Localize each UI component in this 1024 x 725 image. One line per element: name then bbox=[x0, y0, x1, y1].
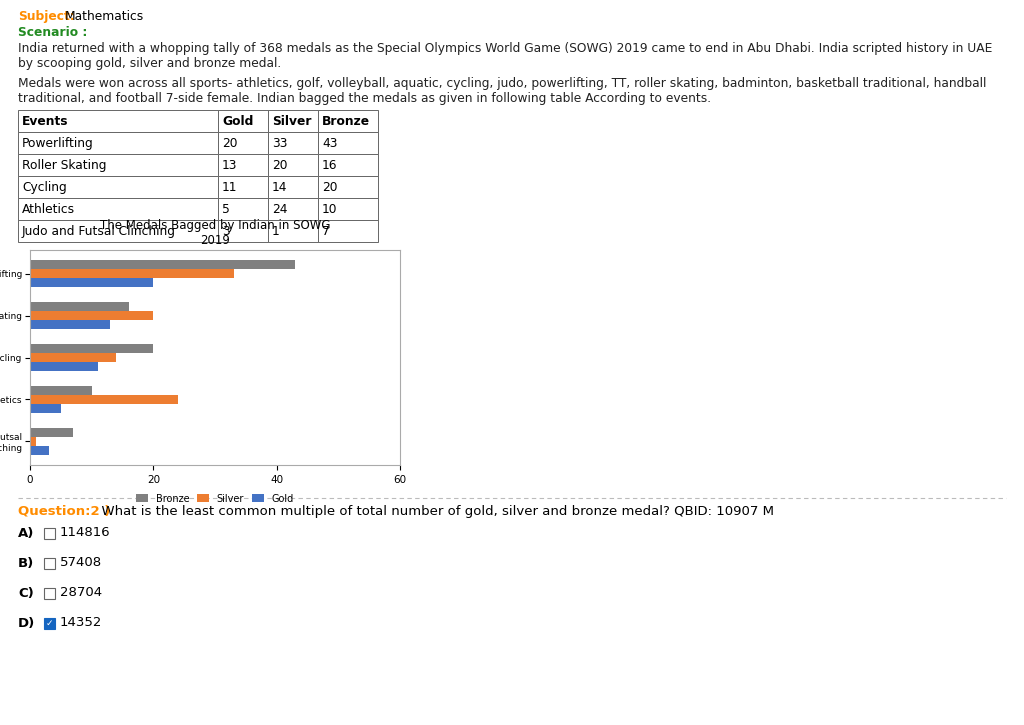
Bar bbox=[30, 446, 48, 455]
Bar bbox=[44, 587, 55, 599]
Bar bbox=[18, 198, 218, 220]
Text: 7: 7 bbox=[322, 225, 330, 238]
Bar bbox=[268, 220, 318, 242]
Bar bbox=[268, 110, 318, 132]
Text: 20: 20 bbox=[222, 136, 238, 149]
Text: 24: 24 bbox=[272, 202, 288, 215]
Text: 13: 13 bbox=[222, 159, 238, 172]
Text: 57408: 57408 bbox=[60, 557, 102, 570]
Text: Powerlifting: Powerlifting bbox=[22, 136, 94, 149]
Text: Bronze: Bronze bbox=[322, 115, 370, 128]
Bar bbox=[218, 154, 268, 176]
Bar bbox=[18, 154, 218, 176]
Bar bbox=[18, 176, 218, 198]
Text: Athletics: Athletics bbox=[22, 202, 75, 215]
Bar bbox=[30, 311, 154, 320]
Bar bbox=[318, 154, 378, 176]
Bar bbox=[30, 344, 154, 353]
Text: by scooping gold, silver and bronze medal.: by scooping gold, silver and bronze meda… bbox=[18, 57, 282, 70]
Text: Judo and Futsal Clinching: Judo and Futsal Clinching bbox=[22, 225, 176, 238]
Text: traditional, and football 7-side female. Indian bagged the medals as given in fo: traditional, and football 7-side female.… bbox=[18, 92, 711, 105]
Text: Gold: Gold bbox=[222, 115, 253, 128]
Bar bbox=[30, 278, 154, 287]
Bar bbox=[268, 154, 318, 176]
Bar bbox=[318, 220, 378, 242]
Text: ✓: ✓ bbox=[46, 618, 53, 628]
Text: Mathematics: Mathematics bbox=[65, 10, 144, 23]
Text: What is the least common multiple of total number of gold, silver and bronze med: What is the least common multiple of tot… bbox=[93, 505, 774, 518]
Bar bbox=[218, 176, 268, 198]
Text: C): C) bbox=[18, 587, 34, 600]
Bar bbox=[30, 302, 129, 311]
Title: The Medals Bagged by Indian in SOWG
2019: The Medals Bagged by Indian in SOWG 2019 bbox=[99, 220, 331, 247]
Bar bbox=[30, 320, 111, 329]
Text: A): A) bbox=[18, 526, 35, 539]
Bar bbox=[44, 618, 55, 629]
Bar bbox=[218, 198, 268, 220]
Text: Silver: Silver bbox=[272, 115, 311, 128]
Bar bbox=[268, 198, 318, 220]
Text: 3: 3 bbox=[222, 225, 229, 238]
Bar bbox=[30, 395, 178, 404]
Text: 20: 20 bbox=[322, 181, 338, 194]
Text: 33: 33 bbox=[272, 136, 288, 149]
Text: Scenario :: Scenario : bbox=[18, 26, 87, 39]
Text: 14: 14 bbox=[272, 181, 288, 194]
Bar bbox=[30, 353, 117, 362]
Bar bbox=[44, 558, 55, 568]
Text: 43: 43 bbox=[322, 136, 338, 149]
Text: D): D) bbox=[18, 616, 35, 629]
Text: India returned with a whopping tally of 368 medals as the Special Olympics World: India returned with a whopping tally of … bbox=[18, 42, 992, 55]
Bar bbox=[30, 386, 92, 395]
Bar bbox=[30, 428, 73, 436]
Text: 16: 16 bbox=[322, 159, 338, 172]
Bar bbox=[18, 132, 218, 154]
Bar bbox=[268, 176, 318, 198]
Bar bbox=[268, 132, 318, 154]
Bar bbox=[218, 132, 268, 154]
Text: 28704: 28704 bbox=[60, 587, 102, 600]
Text: B): B) bbox=[18, 557, 34, 570]
Bar bbox=[18, 220, 218, 242]
Text: Question:2 ): Question:2 ) bbox=[18, 505, 111, 518]
Text: 114816: 114816 bbox=[60, 526, 111, 539]
Bar bbox=[30, 362, 98, 371]
Bar bbox=[318, 198, 378, 220]
Text: Events: Events bbox=[22, 115, 69, 128]
Bar bbox=[318, 110, 378, 132]
Bar bbox=[30, 260, 295, 269]
Text: 1: 1 bbox=[272, 225, 280, 238]
Bar bbox=[30, 404, 60, 413]
Bar bbox=[30, 269, 233, 278]
Text: 11: 11 bbox=[222, 181, 238, 194]
Bar bbox=[318, 132, 378, 154]
Text: 20: 20 bbox=[272, 159, 288, 172]
Bar bbox=[318, 176, 378, 198]
Bar bbox=[30, 436, 36, 446]
Bar bbox=[18, 110, 218, 132]
Bar bbox=[44, 528, 55, 539]
Legend: Bronze, Silver, Gold: Bronze, Silver, Gold bbox=[132, 489, 297, 508]
Text: 14352: 14352 bbox=[60, 616, 102, 629]
Text: Medals were won across all sports- athletics, golf, volleyball, aquatic, cycling: Medals were won across all sports- athle… bbox=[18, 77, 986, 90]
Bar bbox=[218, 220, 268, 242]
Text: Cycling: Cycling bbox=[22, 181, 67, 194]
Bar bbox=[218, 110, 268, 132]
Text: Roller Skating: Roller Skating bbox=[22, 159, 106, 172]
Text: 10: 10 bbox=[322, 202, 338, 215]
Text: Subject:: Subject: bbox=[18, 10, 75, 23]
Text: 5: 5 bbox=[222, 202, 229, 215]
